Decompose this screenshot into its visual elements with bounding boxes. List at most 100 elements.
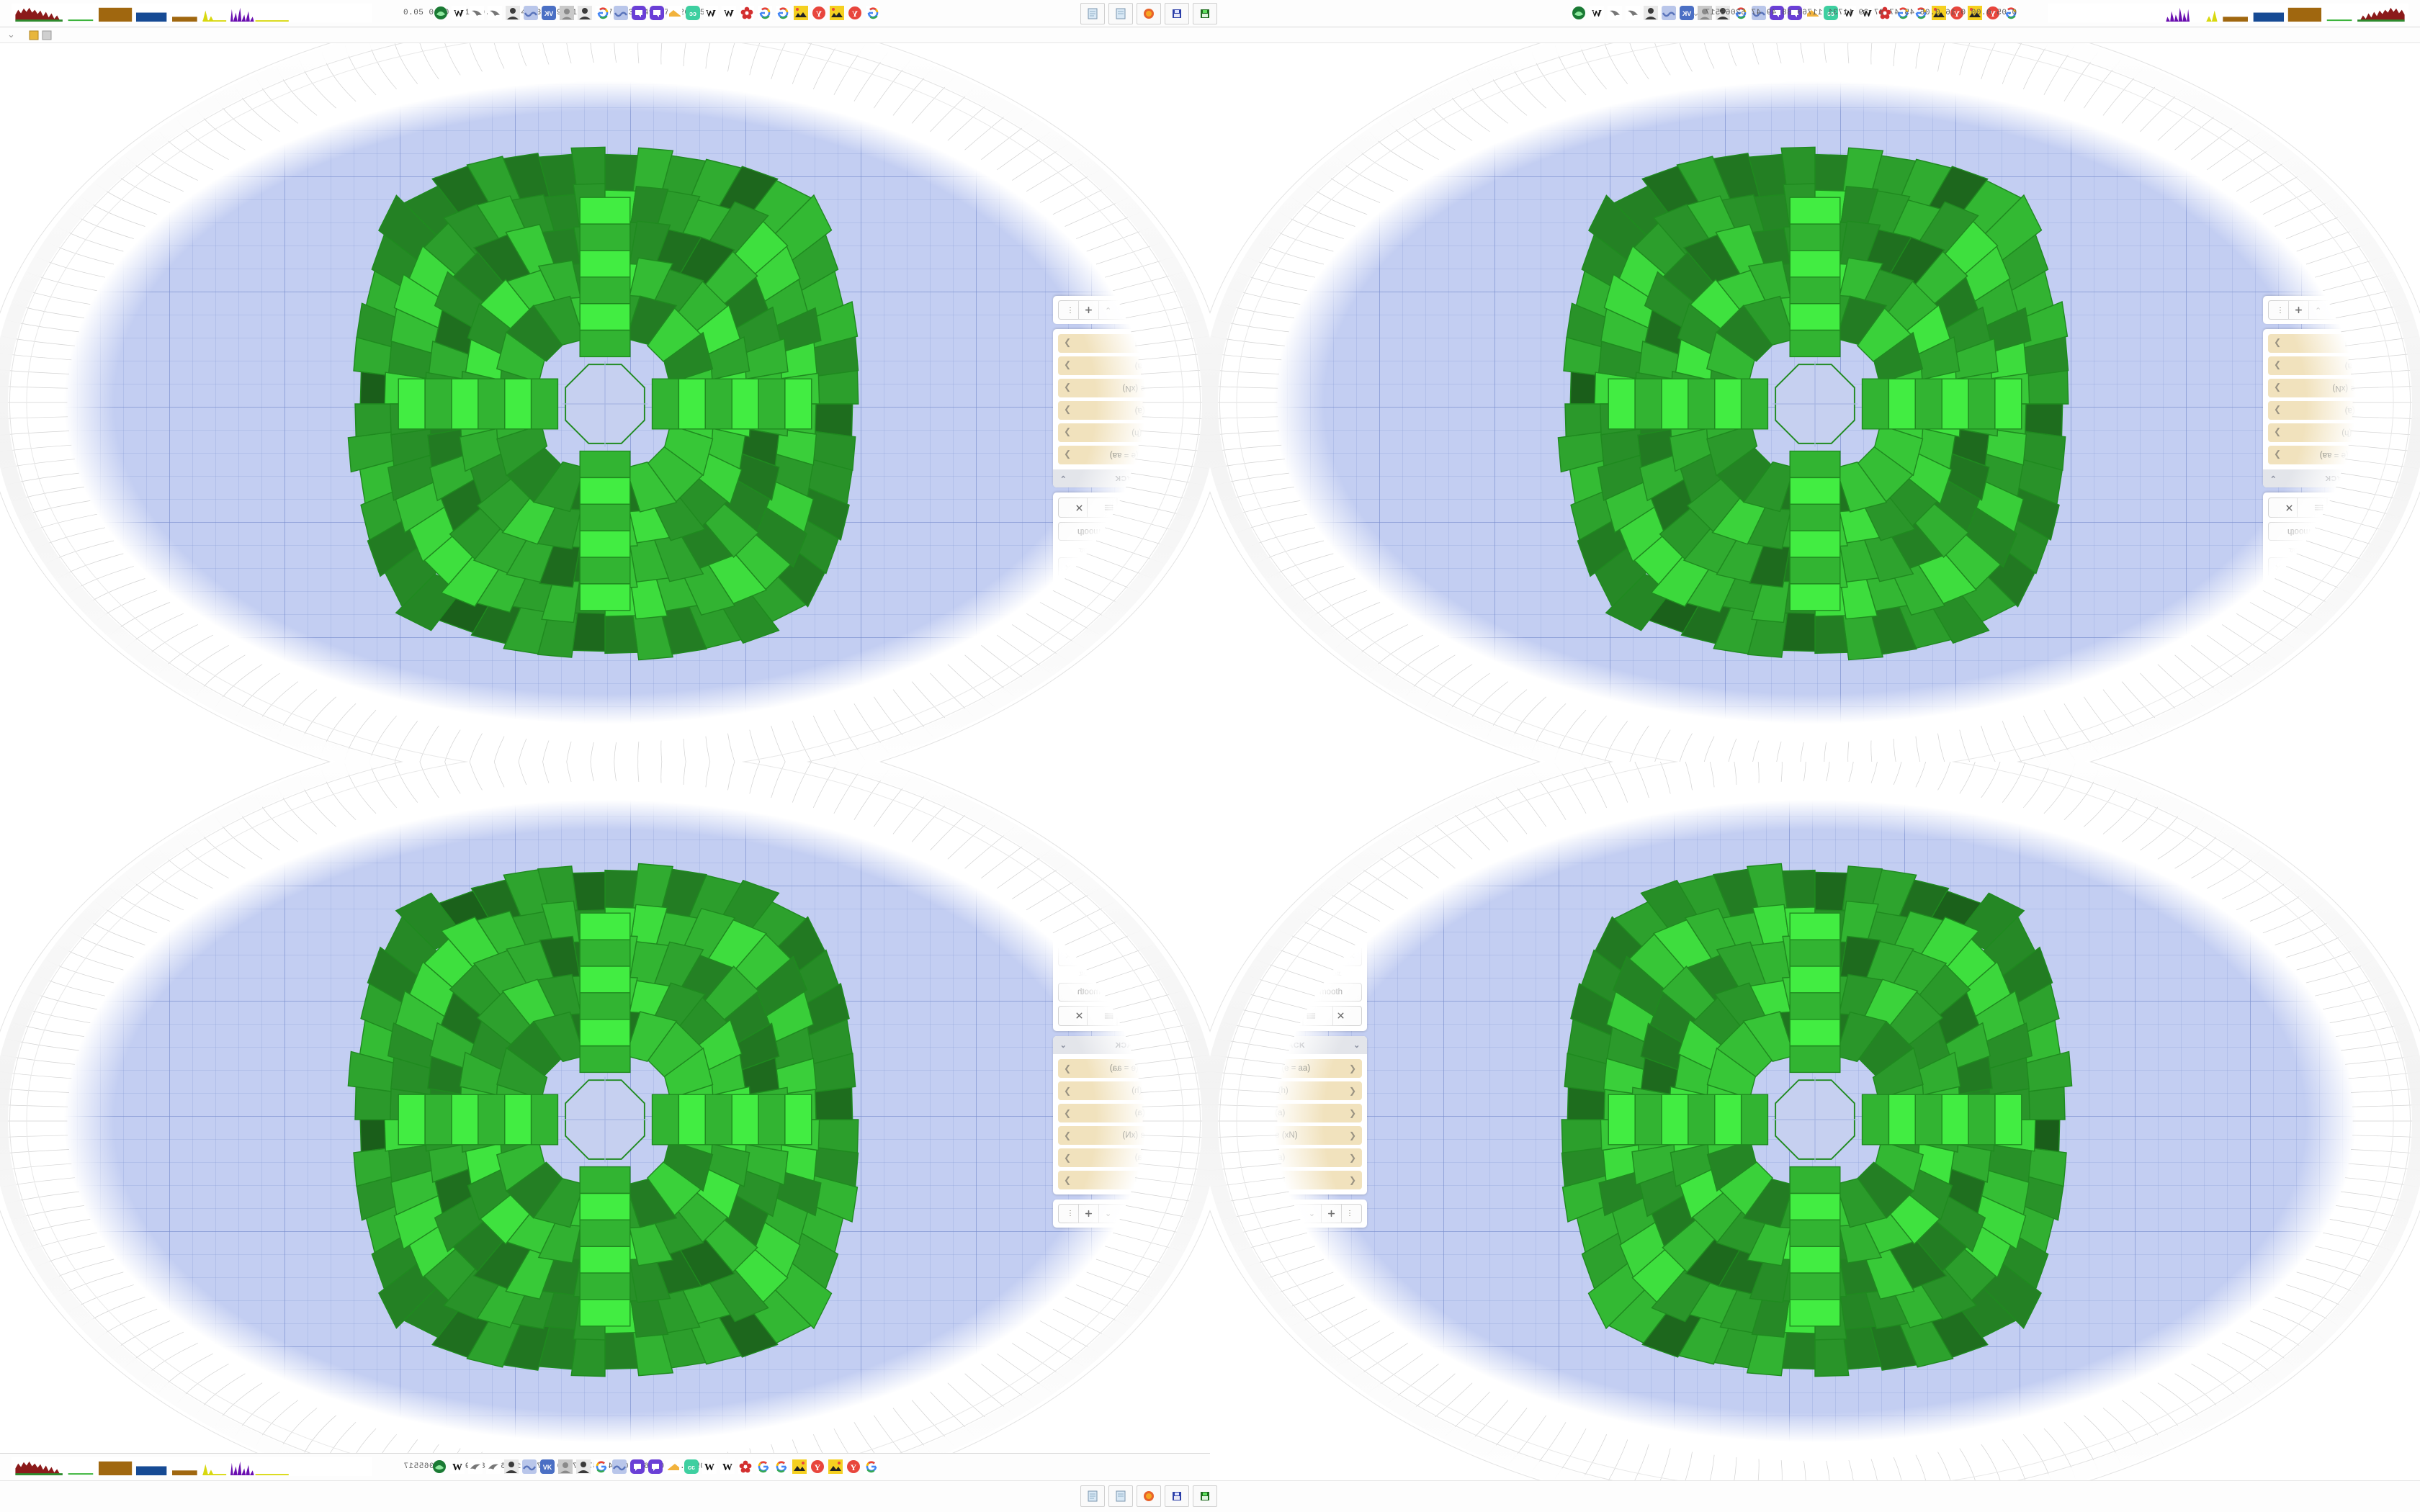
- operator-stack-item[interactable]: ⋮⋮ Ambo (a) ❯: [1228, 1148, 1362, 1167]
- smooth-button[interactable]: Smooth: [2268, 522, 2335, 541]
- add-operator-button[interactable]: [1322, 1204, 1342, 1223]
- cube-shading-button[interactable]: ▼: [960, 729, 992, 751]
- add-operator-select[interactable]: Inset (nN) ⌄: [1228, 1204, 1322, 1223]
- browser-tab-favicon[interactable]: [1660, 6, 1676, 22]
- main-toolbar[interactable]: POLY3D: Examples ▼ ▼ ▼ ▼ EXP ▼ ▼ ▼ ▼: [758, 728, 1197, 752]
- redo-button[interactable]: [1089, 773, 1117, 795]
- drag-handle-icon[interactable]: ⋮⋮: [2383, 361, 2396, 370]
- browser-tab-favicon[interactable]: [1714, 6, 1730, 22]
- rebuild-stack-button[interactable]: Rebuild Stack: [2326, 498, 2402, 518]
- operator-stack-item[interactable]: ⋮⋮ Hollow (h) ❯: [1228, 1081, 1362, 1100]
- browser-tab-favicon[interactable]: W: [720, 1459, 736, 1475]
- drag-handle-icon[interactable]: ⋮⋮: [1234, 1131, 1247, 1140]
- cube-shading-button[interactable]: ▼: [2170, 729, 2202, 751]
- browser-tab-favicon[interactable]: [648, 6, 664, 22]
- drag-handle-icon[interactable]: ⋮⋮: [1173, 1131, 1186, 1140]
- play-button[interactable]: [795, 729, 823, 751]
- triangulate-button[interactable]: Triangulate: [1228, 983, 1296, 1002]
- visibility-button[interactable]: ▶: [14, 703, 37, 721]
- operator-stack-header[interactable]: OPERATOR STACK ⌄: [1053, 1036, 1197, 1054]
- next-button[interactable]: Next ❯: [1058, 878, 1125, 898]
- rebuild-row[interactable]: Rebuild Stack: [1057, 498, 1192, 518]
- chevron-right-icon[interactable]: ❯: [1348, 1175, 1356, 1185]
- drag-handle-icon[interactable]: ⋮⋮: [1173, 428, 1186, 437]
- chevron-down-icon[interactable]: ⌄: [1059, 474, 1067, 482]
- browser-tab-favicon[interactable]: VK: [1678, 6, 1694, 22]
- drag-handle-icon[interactable]: ⋮⋮: [1173, 1064, 1186, 1073]
- chevron-right-icon[interactable]: ❯: [1348, 1153, 1356, 1163]
- chevron-right-icon[interactable]: ❯: [1348, 1086, 1356, 1096]
- add-operator-row[interactable]: Inset (nN) ⌄ ⋮: [2268, 300, 2402, 320]
- chevron-down-icon[interactable]: ⌄: [1059, 811, 1067, 820]
- chevron-up-icon-right[interactable]: ⌃: [1692, 1461, 1700, 1472]
- close-icon[interactable]: ✕: [1065, 562, 1072, 572]
- browser-tab-favicon[interactable]: [1768, 6, 1784, 22]
- window-button-notepad[interactable]: [1080, 3, 1105, 24]
- right-vertical-toolbar[interactable]: ▶ ▶ ▶: [13, 667, 37, 722]
- browser-tab-favicon[interactable]: VK: [540, 1459, 556, 1475]
- operator-stack-item[interactable]: ⋮⋮ Ambo (a) ❯: [1228, 1104, 1362, 1122]
- toolbar-group-export[interactable]: EXP ▼ ▼ ▼: [828, 728, 924, 752]
- contrast-button[interactable]: ▶: [1224, 685, 1247, 703]
- toolbar-group-examples[interactable]: Examples ▼ ▼ ▼ ▼: [928, 772, 1084, 796]
- close-icon[interactable]: ✕: [1348, 951, 1355, 961]
- smooth-button[interactable]: Smooth: [1058, 522, 1125, 541]
- chevron-down-icon[interactable]: ⌄: [1059, 602, 1067, 611]
- chevron-down-icon[interactable]: ⌄: [1353, 1041, 1361, 1050]
- clear-stack-button[interactable]: [2267, 498, 2298, 518]
- polyhedron-category-select[interactable]: SHOW ALL ⌄: [1058, 829, 1192, 849]
- show-toggle-group[interactable]: SHOW: Axis Dims: [2301, 56, 2407, 80]
- table-button[interactable]: ▼: [2070, 729, 2102, 751]
- chevron-right-icon[interactable]: ❯: [1064, 1108, 1072, 1118]
- browser-tab-favicon[interactable]: W: [720, 6, 736, 22]
- play-button[interactable]: [1597, 773, 1625, 795]
- browser-tab-favicon[interactable]: cc: [1822, 6, 1838, 22]
- polyhedron-mesh[interactable]: [1217, 62, 2413, 746]
- toolbar-group-app[interactable]: POLY3D:: [1088, 728, 1197, 752]
- chevron-right-icon[interactable]: ❯: [1064, 383, 1072, 393]
- contrast-button[interactable]: ▶: [14, 820, 37, 838]
- examples-dropdown[interactable]: Examples ▼: [1023, 729, 1083, 751]
- drag-handle-icon[interactable]: ⋮⋮: [1173, 384, 1186, 392]
- chevron-right-icon[interactable]: ❯: [1348, 1108, 1356, 1118]
- browser-tab-favicon[interactable]: [612, 6, 628, 22]
- drag-handle-icon[interactable]: ⋮⋮: [2383, 339, 2396, 348]
- operator-stack-item[interactable]: ⋮⋮ Expand (e = aa) ❯: [2268, 446, 2402, 464]
- browser-tab-favicon[interactable]: [792, 6, 808, 22]
- browser-tab-favicon[interactable]: [1606, 6, 1622, 22]
- add-operator-select[interactable]: Inset (nN) ⌄: [1098, 1204, 1192, 1223]
- operator-stack-header[interactable]: OPERATOR STACK ⌄: [1053, 469, 1197, 487]
- browser-tab-favicon[interactable]: [1660, 1459, 1676, 1475]
- operator-stack-item[interactable]: ⋮⋮ Ambo (a) ❯: [1058, 1171, 1192, 1189]
- operations-header[interactable]: OPERATIONS ⌄: [2263, 598, 2407, 616]
- info-button[interactable]: ▼: [1286, 729, 1318, 751]
- browser-tab-favicon[interactable]: [2002, 6, 2018, 22]
- table-button[interactable]: ▼: [860, 729, 892, 751]
- browser-tab-favicon[interactable]: [774, 6, 790, 22]
- dims-toggle[interactable]: Dims: [1296, 1444, 1328, 1467]
- operator-stack-header[interactable]: OPERATOR STACK ⌄: [1223, 1036, 1367, 1054]
- show-toggle-group[interactable]: SHOW: Axis Dims: [1223, 1444, 1329, 1467]
- toolbar-group-play[interactable]: ▼: [763, 728, 824, 752]
- operations-header[interactable]: OPERATIONS ⌄: [1223, 908, 1367, 926]
- clock-button[interactable]: ▼: [1559, 773, 1591, 795]
- drag-handle-icon[interactable]: ⋮⋮: [1234, 1153, 1247, 1162]
- browser-tab-favicon[interactable]: [468, 1459, 484, 1475]
- browser-tab-favicon[interactable]: W: [450, 1459, 466, 1475]
- operator-stack-item[interactable]: ⋮⋮ Ambo (a) ❯: [2268, 401, 2402, 420]
- right-toolbar[interactable]: ▼ ▼ ▼: [1223, 728, 1319, 752]
- poly3d-app[interactable]: POLY3D: Examples ▼ ▼ ▼ ▼ EXP ▼ ▼ ▼ ▼ ▼ ▼ ▼…: [0, 762, 1210, 1480]
- browser-tab-favicon[interactable]: [1732, 6, 1748, 22]
- browser-tab-favicon[interactable]: [1912, 6, 1928, 22]
- browser-tab-favicon[interactable]: Y: [1948, 6, 1964, 22]
- triangulate-button[interactable]: Triangulate: [1124, 983, 1192, 1002]
- prev-next-row[interactable]: ❮ Last Next ❯: [1228, 878, 1362, 898]
- left-panel[interactable]: BASE POLYHEDRON ⌄ SHOW ALL ⌄ Cube ⌄ ❮ La…: [1053, 291, 1197, 717]
- polyhedron-mesh[interactable]: [7, 778, 1203, 1462]
- visibility-button[interactable]: ▶: [1224, 703, 1247, 721]
- 3d-viewport[interactable]: [1217, 778, 2413, 1462]
- operator-stack-item[interactable]: ⋮⋮ Ambo (a) ❯: [1228, 1171, 1362, 1189]
- smooth-button[interactable]: Smooth: [1295, 983, 1362, 1002]
- redo-button[interactable]: [1089, 729, 1117, 751]
- browser-tab-favicon[interactable]: [594, 6, 610, 22]
